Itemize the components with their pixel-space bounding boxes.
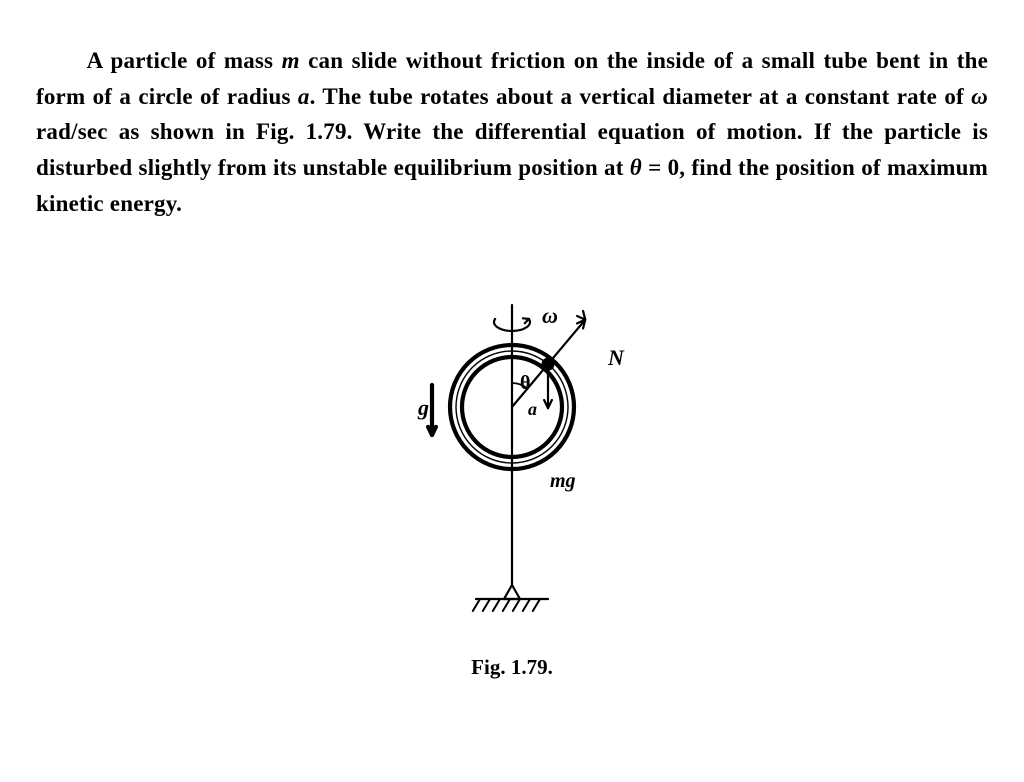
label-mg: mg [550, 470, 576, 492]
label-a: a [528, 399, 537, 419]
label-omega: ω [542, 303, 558, 328]
label-theta: θ [520, 372, 530, 394]
problem-statement: A particle of mass m can slide without f… [36, 43, 988, 221]
label-N: N [607, 345, 625, 370]
figure-caption: Fig. 1.79. [471, 655, 553, 680]
figure-diagram: ω Nθa g mg [382, 277, 642, 637]
label-g: g [417, 395, 429, 420]
figure-container: ω Nθa g mg Fig. 1.79. [36, 277, 988, 680]
